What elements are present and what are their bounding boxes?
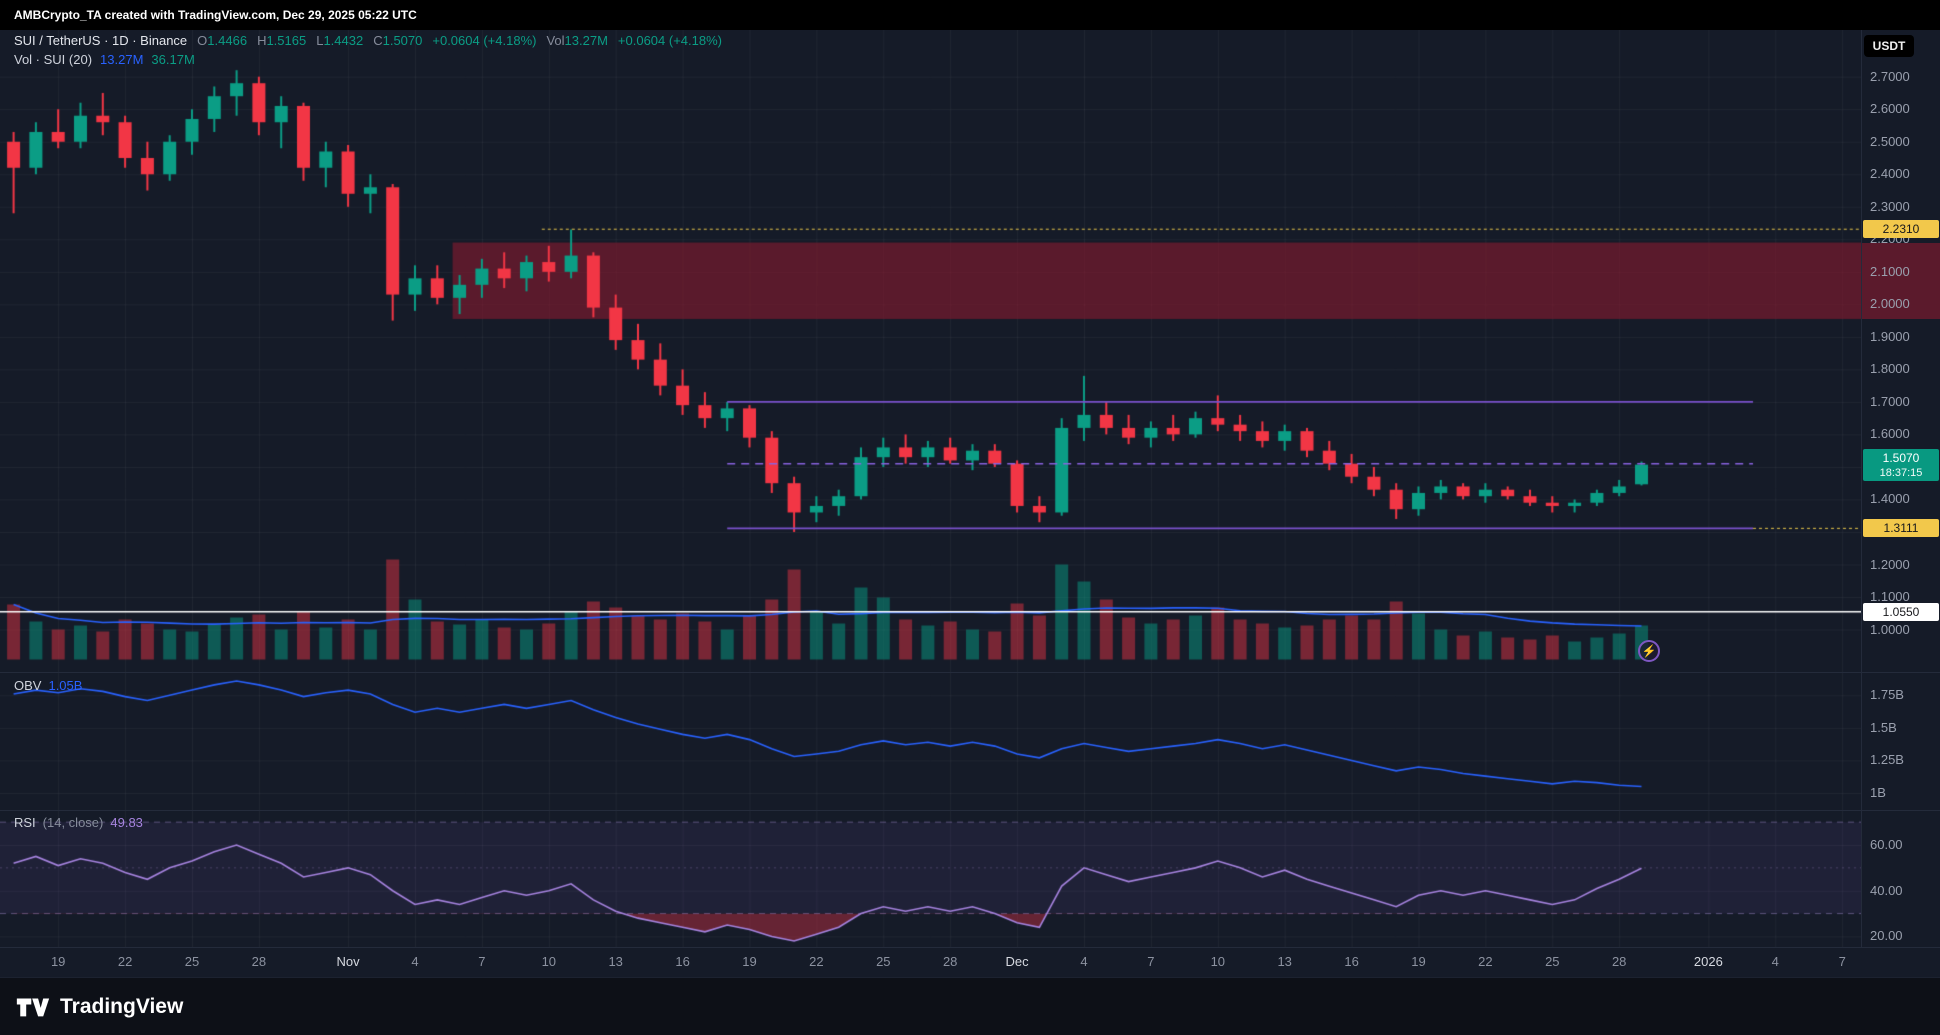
time-axis-label: Dec (1005, 954, 1029, 969)
price-axis-label: 2.3000 (1870, 198, 1910, 214)
rsi-value: 49.83 (110, 815, 143, 830)
time-axis-label: 22 (117, 954, 133, 969)
rsi-axis-label: 20.00 (1870, 928, 1903, 944)
obv-axis-label: 1.75B (1870, 687, 1904, 703)
support-price-tag: 1.3111 (1863, 519, 1939, 538)
time-axis-label: 7 (1838, 954, 1846, 969)
price-axis-label: 2.1000 (1870, 263, 1910, 279)
time-axis-label: 19 (50, 954, 66, 969)
white-line-price-tag: 1.0550 (1863, 602, 1939, 621)
obv-title: OBV (14, 678, 42, 693)
price-axis-label: 2.6000 (1870, 101, 1910, 117)
current-price-value: 1.5070 (1882, 450, 1920, 465)
rsi-axis-label: 40.00 (1870, 882, 1903, 898)
rsi-params: (14, close) (42, 815, 104, 830)
time-axis-label: 22 (1478, 954, 1493, 969)
price-axis-label: 1.1000 (1870, 589, 1910, 605)
rsi-axis-label: 60.00 (1870, 837, 1903, 852)
price-axis-label: 1.8000 (1870, 361, 1910, 377)
price-axis-label: 1.4000 (1870, 491, 1910, 507)
time-axis-label: 28 (1611, 954, 1627, 969)
flash-icon[interactable]: ⚡ (1638, 640, 1660, 662)
supply-zone-axis-extension (1862, 242, 1940, 319)
resistance-price-tag: 2.2310 (1863, 220, 1939, 239)
price-axis-label: 2.5000 (1870, 133, 1910, 149)
time-axis-label: 19 (1411, 954, 1426, 969)
price-axis-label: 2.0000 (1870, 296, 1910, 312)
chart-canvas[interactable] (0, 30, 1861, 947)
currency-toggle-button[interactable]: USDT (1864, 35, 1914, 57)
time-axis-label: 13 (1277, 954, 1292, 969)
open-label: O (197, 33, 208, 48)
price-axis-label: 1.9000 (1870, 328, 1910, 344)
time-axis-label: 7 (1147, 954, 1155, 969)
obv-axis-label: 1.5B (1870, 719, 1897, 735)
obv-axis-label: 1B (1870, 785, 1886, 801)
time-axis-label: 16 (1344, 954, 1359, 969)
obv-indicator-legend[interactable]: OBV 1.05B (14, 678, 82, 693)
price-axis-label: 1.6000 (1870, 426, 1910, 442)
volume-indicator-value1: 13.27M (100, 52, 144, 67)
price-axis-label: 1.2000 (1870, 556, 1910, 572)
obv-value: 1.05B (48, 678, 83, 693)
price-axis-label: 2.7000 (1870, 68, 1910, 84)
time-axis-label: Nov (336, 954, 360, 969)
symbol-legend: SUI / TetherUS · 1D · Binance O1.4466 H1… (14, 33, 722, 48)
vol-value: 13.27M (564, 33, 608, 48)
tradingview-wordmark[interactable]: TradingView (60, 994, 184, 1018)
time-axis-label: 4 (1080, 954, 1088, 969)
volume-indicator-value2: 36.17M (151, 52, 195, 67)
time-axis-label: 7 (478, 954, 486, 969)
time-axis-label: 25 (876, 954, 891, 969)
obv-axis-label: 1.25B (1870, 752, 1904, 768)
time-axis-label: 25 (1545, 954, 1560, 969)
tradingview-logo[interactable] (16, 995, 50, 1019)
footer-bar: TradingView (0, 977, 1940, 1035)
time-axis-label: 4 (411, 954, 419, 969)
time-axis-label: 10 (541, 954, 557, 969)
price-axis-label: 1.0000 (1870, 621, 1910, 637)
price-axis-label: 1.7000 (1870, 393, 1910, 409)
time-axis-label: 25 (184, 954, 200, 969)
time-axis-label: 10 (1210, 954, 1226, 969)
low-value: 1.4432 (323, 33, 364, 48)
pane-separator (0, 947, 1940, 948)
volume-indicator-title: Vol · SUI (20) (14, 52, 93, 67)
time-axis-label: 28 (251, 954, 267, 969)
rsi-title: RSI (14, 815, 36, 830)
time-axis[interactable]: 19 22 25 28 Nov 4 7 10 13 16 19 22 25 28 Dec 4 7 10 13 16 19… (0, 947, 1861, 977)
vol-change-value: +0.0604 (+4.18%) (617, 33, 722, 48)
rsi-indicator-legend[interactable]: RSI (14, close) 49.83 (14, 815, 143, 830)
time-axis-label: 19 (742, 954, 757, 969)
high-label: H (257, 33, 267, 48)
attribution-bar: AMBCrypto_TA created with TradingView.co… (0, 0, 1940, 30)
time-axis-label: 13 (608, 954, 623, 969)
time-axis-label: 2026 (1693, 954, 1723, 969)
low-label: L (316, 33, 324, 48)
time-axis-label: 4 (1771, 954, 1779, 969)
price-axis[interactable]: 2.7000 2.6000 2.5000 2.4000 2.3000 2.2000 2.10… (1861, 30, 1940, 947)
time-axis-label: 22 (809, 954, 824, 969)
time-axis-label: 28 (942, 954, 958, 969)
symbol-title[interactable]: SUI / TetherUS · 1D · Binance (14, 33, 188, 48)
price-axis-label: 2.4000 (1870, 166, 1910, 182)
close-value: 1.5070 (382, 33, 423, 48)
change-value: +0.0604 (+4.18%) (432, 33, 537, 48)
volume-indicator-legend[interactable]: Vol · SUI (20) 13.27M 36.17M (14, 52, 195, 67)
open-value: 1.4466 (207, 33, 248, 48)
pane-separator[interactable] (0, 810, 1940, 811)
bar-countdown: 18:37:15 (1879, 466, 1923, 479)
high-value: 1.5165 (266, 33, 307, 48)
pane-separator[interactable] (0, 672, 1940, 673)
current-price-tag: 1.5070 18:37:15 (1863, 448, 1939, 481)
close-label: C (373, 33, 383, 48)
attribution-text: AMBCrypto_TA created with TradingView.co… (14, 8, 417, 22)
vol-label: Vol (546, 33, 565, 48)
time-axis-label: 16 (675, 954, 690, 969)
